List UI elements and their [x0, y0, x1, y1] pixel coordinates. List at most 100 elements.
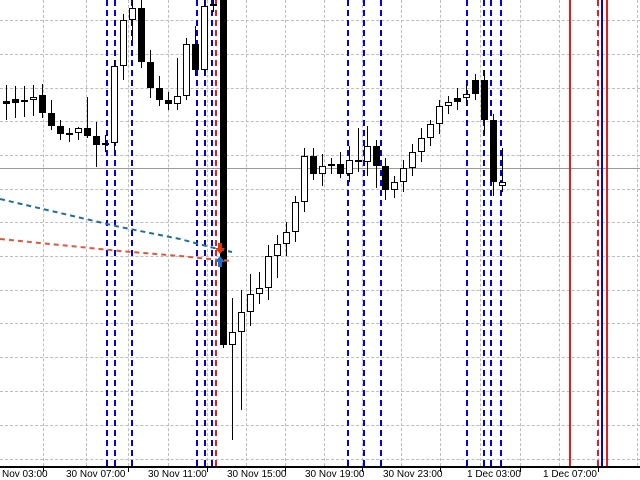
candle-body-bullish	[21, 100, 28, 102]
candle-wick	[132, 0, 133, 40]
axis-tick-label: 30 Nov 07:00	[66, 469, 126, 480]
candle-wick	[331, 158, 332, 174]
vertical-gridline	[128, 0, 130, 466]
candle-body-bullish	[238, 312, 245, 332]
candle-body-bullish	[247, 294, 254, 312]
horizontal-gridline	[0, 88, 640, 90]
candle-wick	[33, 85, 34, 116]
candle-wick	[358, 128, 359, 172]
candle-body-bullish	[391, 182, 398, 190]
event-line-blue-dashed	[106, 0, 108, 466]
axis-tick	[520, 468, 521, 472]
candle-body-bearish	[84, 128, 91, 136]
candle-wick	[78, 127, 79, 140]
horizontal-gridline	[0, 391, 640, 393]
vertical-gridline	[637, 0, 639, 466]
candle-body-bearish	[147, 62, 154, 88]
candle-body-bullish	[229, 332, 236, 345]
candle-body-bearish	[3, 101, 10, 104]
candle-body-bullish	[75, 128, 82, 133]
horizontal-gridline	[0, 155, 640, 157]
candle-body-bearish	[373, 146, 380, 166]
horizontal-gridline	[0, 54, 640, 56]
vertical-gridline	[480, 0, 482, 466]
candle-wick	[69, 128, 70, 142]
event-line-blue-dashed	[347, 0, 349, 466]
buy-arrow-stem	[218, 262, 222, 267]
candle-body-bearish	[355, 160, 362, 162]
axis-tick-label: 30 Nov 23:00	[383, 469, 443, 480]
candle-body-bearish	[48, 113, 55, 126]
candle-body-bearish	[138, 8, 145, 62]
candle-body-bearish	[220, 0, 227, 345]
candle-body-bearish	[472, 80, 479, 94]
candle-body-bullish	[292, 202, 299, 232]
event-line-blue-dashed	[490, 0, 492, 466]
horizontal-gridline	[0, 256, 640, 258]
axis-tick-label: 1 Dec 07:00	[543, 469, 597, 480]
candle-body-bullish	[427, 124, 434, 138]
event-line-red-dashed	[215, 0, 217, 466]
candle-body-bullish	[66, 133, 73, 135]
candle-body-bullish	[319, 166, 326, 174]
axis-tick-label: 30 Nov 11:00	[148, 469, 207, 480]
horizontal-gridline	[0, 20, 640, 22]
axis-tick-label: 30 Nov 15:00	[227, 469, 287, 480]
candle-wick	[502, 148, 503, 192]
horizontal-gridline	[0, 290, 640, 292]
horizontal-gridline	[0, 222, 640, 224]
time-axis[interactable]: Nov 03:00 30 Nov 07:00 30 Nov 11:00 30 Nov …	[0, 466, 640, 480]
axis-tick	[207, 468, 208, 472]
axis-tick-label: 30 Nov 19:00	[305, 469, 365, 480]
horizontal-gridline	[0, 121, 640, 123]
event-line-blue-dashed	[500, 0, 502, 466]
candle-body-bullish	[111, 66, 118, 143]
vertical-gridline	[362, 0, 364, 466]
candle-body-bullish	[265, 256, 272, 288]
candle-body-bearish	[310, 156, 317, 174]
candle-body-bullish	[409, 152, 416, 168]
vertical-gridline	[401, 0, 403, 466]
candle-body-bullish	[436, 106, 443, 124]
axis-tick	[285, 468, 286, 472]
horizontal-gridline	[0, 357, 640, 359]
candle-body-bullish	[210, 4, 217, 6]
horizontal-gridline	[0, 189, 640, 191]
candle-body-bearish	[454, 98, 461, 102]
vertical-gridline	[207, 0, 209, 466]
event-line-blue-dashed	[466, 0, 468, 466]
event-line-red-solid	[569, 0, 571, 466]
candle-wick	[277, 235, 278, 278]
candle-body-bullish	[183, 44, 190, 96]
axis-tick	[440, 468, 441, 472]
event-line-blue-dashed	[380, 0, 382, 466]
candle-body-bullish	[463, 94, 470, 98]
candle-body-bullish	[174, 96, 181, 104]
lower-descending-trend	[0, 238, 233, 262]
event-line-blue-dashed	[114, 0, 116, 466]
candle-body-bullish	[445, 102, 452, 106]
event-line-blue-dashed	[363, 0, 365, 466]
candle-body-bearish	[93, 136, 100, 145]
vertical-gridline	[168, 0, 170, 466]
vertical-gridline	[86, 0, 88, 466]
candle-body-bullish	[400, 168, 407, 182]
event-line-blue-solid	[601, 0, 603, 466]
event-line-blue-dashed	[483, 0, 485, 466]
candle-body-bearish	[39, 95, 46, 113]
axis-tick	[598, 468, 599, 472]
horizontal-gridline	[0, 459, 640, 461]
candle-wick	[232, 298, 233, 440]
trend-lines-layer	[0, 198, 233, 262]
event-line-red-solid	[606, 0, 608, 466]
candle-body-bullish	[364, 146, 371, 162]
candle-body-bearish	[156, 88, 163, 100]
event-line-blue-dashed	[131, 0, 133, 466]
sell-arrow-head	[215, 248, 225, 254]
candle-body-bullish	[418, 138, 425, 152]
axis-tick	[43, 468, 44, 472]
vertical-gridline	[324, 0, 326, 466]
chart-plot-area[interactable]	[0, 0, 640, 466]
sell-arrow-stem	[218, 243, 222, 248]
